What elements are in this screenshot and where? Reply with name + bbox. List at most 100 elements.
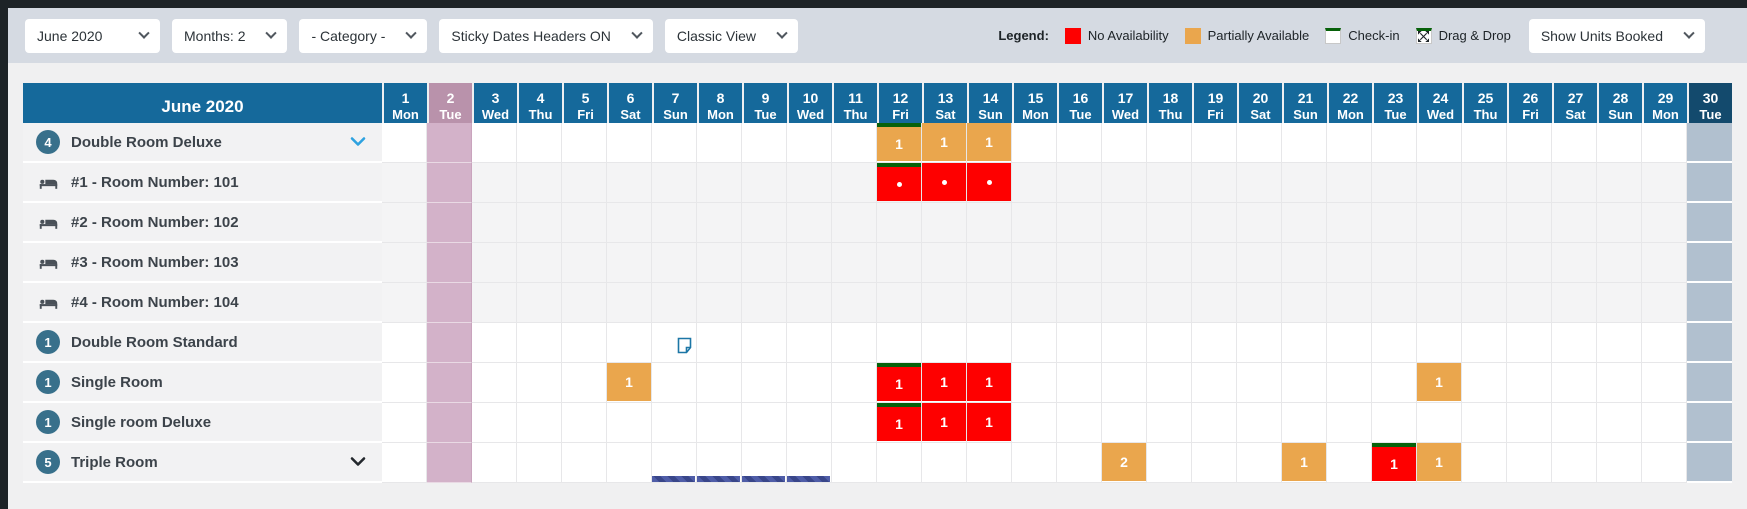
day-cell[interactable] <box>1552 443 1597 483</box>
day-header-10[interactable]: 10 Wed <box>787 83 832 130</box>
day-cell[interactable] <box>562 163 607 203</box>
day-header-15[interactable]: 15 Mon <box>1012 83 1057 130</box>
day-cell[interactable] <box>922 443 967 483</box>
day-header-12[interactable]: 12 Fri <box>877 83 922 130</box>
day-header-30[interactable]: 30 Tue <box>1687 83 1732 130</box>
day-cell[interactable] <box>1102 163 1147 203</box>
day-cell[interactable] <box>1102 123 1147 163</box>
day-cell[interactable] <box>1597 363 1642 403</box>
day-cell[interactable] <box>1237 323 1282 363</box>
day-cell[interactable]: 1 <box>1417 363 1462 403</box>
day-cell[interactable] <box>1147 203 1192 243</box>
day-cell[interactable] <box>1012 243 1057 283</box>
day-header-8[interactable]: 8 Mon <box>697 83 742 130</box>
day-cell[interactable] <box>1372 323 1417 363</box>
day-cell[interactable]: 1 <box>607 363 652 403</box>
day-cell[interactable] <box>697 403 742 443</box>
day-cell[interactable] <box>832 403 877 443</box>
day-cell[interactable] <box>1237 403 1282 443</box>
booking-block[interactable]: 1 <box>967 403 1011 441</box>
day-cell[interactable] <box>562 123 607 163</box>
booking-block[interactable]: 1 <box>922 403 966 441</box>
day-cell[interactable] <box>832 123 877 163</box>
booking-block[interactable]: 1 <box>1372 443 1416 481</box>
day-cell[interactable] <box>1327 363 1372 403</box>
day-cell[interactable] <box>652 363 697 403</box>
day-header-17[interactable]: 17 Wed <box>1102 83 1147 130</box>
day-cell[interactable] <box>1507 323 1552 363</box>
day-cell[interactable] <box>1147 323 1192 363</box>
day-cell[interactable] <box>1327 203 1372 243</box>
day-cell[interactable] <box>1462 443 1507 483</box>
day-cell[interactable]: 1 <box>922 363 967 403</box>
day-cell[interactable] <box>427 443 472 483</box>
day-cell[interactable] <box>382 403 427 443</box>
day-cell[interactable] <box>562 403 607 443</box>
day-cell[interactable] <box>1597 323 1642 363</box>
day-cell[interactable] <box>562 283 607 323</box>
day-cell[interactable] <box>517 163 562 203</box>
day-cell[interactable] <box>1552 243 1597 283</box>
day-cell[interactable] <box>1327 123 1372 163</box>
day-cell[interactable] <box>1147 243 1192 283</box>
day-cell[interactable] <box>1642 403 1687 443</box>
day-cell[interactable]: 1 <box>877 363 922 403</box>
day-cell[interactable] <box>1012 203 1057 243</box>
day-header-18[interactable]: 18 Thu <box>1147 83 1192 130</box>
room-type-row-label[interactable]: 4 Double Room Deluxe <box>23 123 382 163</box>
day-header-1[interactable]: 1 Mon <box>382 83 427 130</box>
day-cell[interactable] <box>1327 323 1372 363</box>
day-cell[interactable] <box>1642 283 1687 323</box>
day-cell[interactable] <box>472 403 517 443</box>
day-cell[interactable] <box>1372 363 1417 403</box>
sticky-headers-select[interactable]: Sticky Dates Headers ON <box>439 18 653 53</box>
day-cell[interactable] <box>1597 203 1642 243</box>
day-cell[interactable] <box>1417 403 1462 443</box>
day-cell[interactable] <box>1147 403 1192 443</box>
day-cell[interactable] <box>1552 323 1597 363</box>
day-cell[interactable] <box>1642 163 1687 203</box>
day-cell[interactable] <box>427 123 472 163</box>
day-cell[interactable] <box>1462 123 1507 163</box>
day-cell[interactable] <box>1687 163 1732 203</box>
day-cell[interactable] <box>1417 323 1462 363</box>
day-cell[interactable] <box>1597 283 1642 323</box>
day-cell[interactable] <box>1282 203 1327 243</box>
booking-block[interactable]: 1 <box>877 403 921 441</box>
day-cell[interactable] <box>607 283 652 323</box>
day-cell[interactable] <box>1192 443 1237 483</box>
day-cell[interactable] <box>1282 323 1327 363</box>
day-cell[interactable] <box>1237 163 1282 203</box>
day-cell[interactable] <box>742 363 787 403</box>
day-cell[interactable] <box>1552 163 1597 203</box>
day-cell[interactable] <box>1102 203 1147 243</box>
day-cell[interactable] <box>607 163 652 203</box>
booking-block[interactable] <box>967 163 1011 201</box>
day-cell[interactable] <box>787 163 832 203</box>
day-cell[interactable] <box>517 243 562 283</box>
day-cell[interactable] <box>1507 243 1552 283</box>
day-header-16[interactable]: 16 Tue <box>1057 83 1102 130</box>
room-type-row-label[interactable]: 1 Single Room <box>23 363 382 403</box>
day-cell[interactable] <box>472 163 517 203</box>
day-cell[interactable] <box>517 403 562 443</box>
day-cell[interactable] <box>832 323 877 363</box>
day-cell[interactable] <box>697 283 742 323</box>
day-cell[interactable] <box>1507 443 1552 483</box>
day-cell[interactable] <box>472 243 517 283</box>
day-cell[interactable] <box>652 203 697 243</box>
day-cell[interactable] <box>697 443 742 483</box>
day-cell[interactable] <box>472 203 517 243</box>
day-cell[interactable] <box>562 363 607 403</box>
room-type-row-label[interactable]: 1 Double Room Standard <box>23 323 382 363</box>
day-cell[interactable] <box>1147 283 1192 323</box>
day-cell[interactable]: 1 <box>922 123 967 163</box>
day-cell[interactable] <box>382 283 427 323</box>
day-cell[interactable] <box>1237 283 1282 323</box>
day-cell[interactable] <box>1282 403 1327 443</box>
day-cell[interactable] <box>1012 163 1057 203</box>
day-cell[interactable] <box>562 323 607 363</box>
day-cell[interactable] <box>652 243 697 283</box>
day-cell[interactable] <box>1372 163 1417 203</box>
day-cell[interactable] <box>517 443 562 483</box>
